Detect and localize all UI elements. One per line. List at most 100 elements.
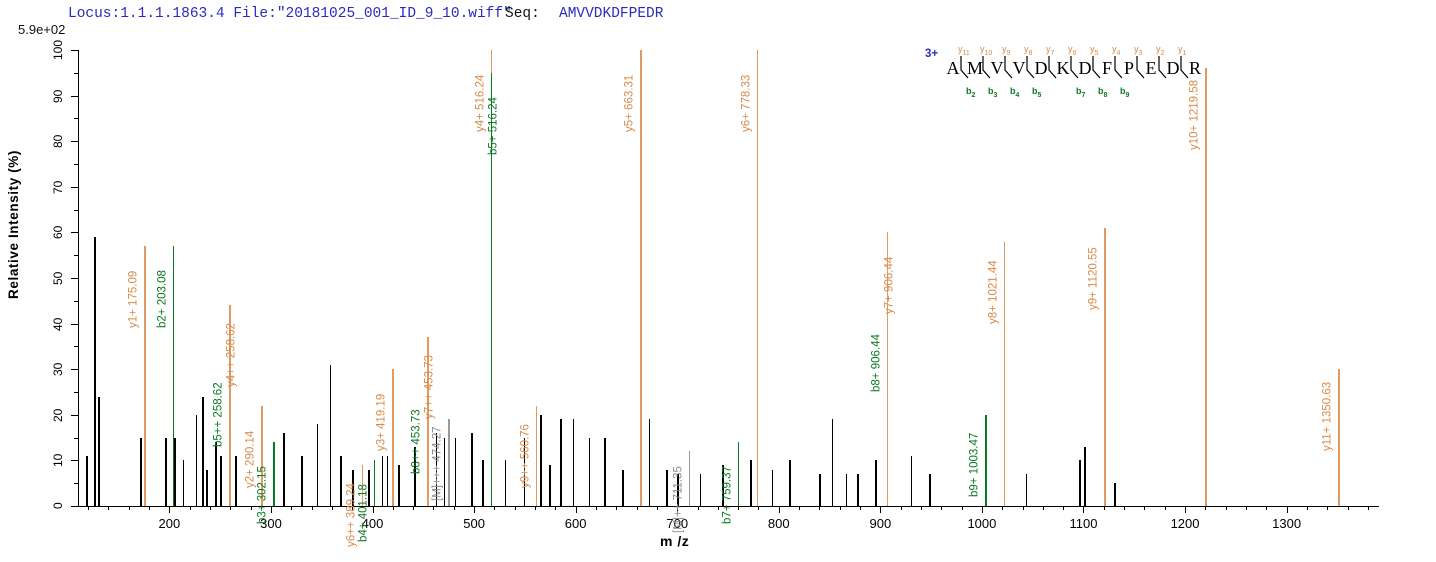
y-axis-tick-label: 100	[51, 39, 65, 60]
fragment-bracket	[960, 56, 969, 84]
y-axis-tick	[74, 164, 78, 165]
x-axis-tick-label: 1200	[1170, 516, 1200, 531]
x-axis-tick	[1164, 506, 1166, 510]
x-axis-tick	[1022, 506, 1024, 510]
x-axis-tick	[555, 506, 557, 510]
x-axis-tick	[819, 506, 821, 510]
sequence-residue: V	[1012, 58, 1026, 78]
spectrum-peak	[195, 414, 198, 506]
spectrum-peak	[750, 460, 752, 506]
peak-label: b5+ 516.24	[487, 96, 500, 155]
spectrum-peak	[721, 464, 724, 506]
sequence-residue: F	[1101, 58, 1112, 78]
spectrum-peak	[471, 433, 473, 506]
x-axis-tick	[839, 506, 841, 510]
x-axis-tick	[433, 506, 435, 510]
x-axis-tick	[189, 506, 191, 510]
y-ion-marker: y8	[1024, 44, 1033, 57]
sequence-residue: P	[1123, 58, 1134, 78]
peak-label: y11+ 1350.63	[1321, 382, 1334, 452]
spectrum-peak	[435, 433, 438, 506]
x-axis-tick	[210, 506, 212, 510]
spectrum-peak	[588, 437, 591, 506]
spectrum-peak	[139, 437, 142, 506]
spectrum-peak	[523, 437, 526, 506]
x-axis-tick-label: 900	[869, 516, 892, 531]
sequence-label: Seq:	[505, 6, 540, 22]
x-axis-tick	[88, 506, 90, 510]
x-axis-tick	[149, 506, 151, 510]
x-axis-tick	[1002, 506, 1004, 510]
y-axis-tick	[74, 255, 78, 257]
x-axis-tick	[1327, 506, 1329, 510]
spectrum-peak-labeled	[273, 442, 275, 506]
spectrum-peak	[1079, 460, 1081, 506]
y-axis-tick	[74, 209, 78, 211]
y-ion-marker: y9	[1002, 44, 1011, 57]
y-axis-tick	[74, 392, 78, 393]
spectrum-peak	[381, 455, 384, 506]
spectrum-peak	[368, 469, 371, 506]
y-axis-tick	[74, 346, 78, 348]
x-axis-tick	[352, 506, 354, 510]
peak-label: y2+ 290.14	[244, 430, 257, 488]
sequence-residue: K	[1056, 58, 1070, 78]
y-axis-tick	[71, 460, 78, 462]
y-axis-title: Relative Intensity (%)	[6, 150, 21, 299]
spectrum-peak	[666, 469, 668, 506]
x-axis-tick	[595, 506, 597, 510]
spectrum-peak-labeled	[361, 464, 364, 506]
y-ion-marker: y10	[980, 44, 993, 57]
fragment-bracket	[1136, 56, 1145, 84]
spectrum-peak	[845, 474, 848, 506]
x-axis-tick	[413, 506, 415, 510]
spectrum-peak	[875, 460, 877, 506]
x-axis-tick	[250, 506, 252, 510]
x-axis-tick	[961, 506, 963, 510]
peak-label: b5++ 258.62	[212, 382, 225, 447]
x-axis-tick-label: 600	[564, 516, 587, 531]
peak-label: b3+ 302.15	[256, 466, 269, 525]
y-axis-tick	[71, 186, 78, 188]
x-axis-tick-label: 400	[361, 516, 384, 531]
spectrum-peak-labeled	[756, 50, 759, 506]
x-axis-tick-label: 700	[666, 516, 689, 531]
spectrum-peak-labeled	[737, 442, 740, 506]
peak-label: y9++ 560.76	[519, 423, 532, 488]
x-axis-tick	[1245, 506, 1247, 510]
spectrum-peak	[819, 474, 821, 506]
spectrum-peak	[397, 464, 400, 506]
spectrum-peak	[98, 396, 100, 506]
peak-label: y5+ 663.31	[623, 74, 636, 132]
fragment-bracket	[1092, 56, 1101, 84]
x-axis-tick	[758, 506, 760, 510]
x-axis-tick	[291, 506, 293, 510]
y-axis-tick	[71, 50, 78, 51]
spectrum-peak	[482, 460, 484, 506]
x-axis-tick	[1042, 506, 1044, 510]
y-ion-marker: y7	[1046, 44, 1055, 57]
spectrum-peak-labeled	[1338, 369, 1340, 506]
peak-label: y6+ 778.33	[740, 74, 753, 132]
y-axis-tick-label: 60	[51, 225, 65, 240]
peak-label: b2+ 203.08	[156, 270, 169, 329]
x-axis-tick	[514, 506, 516, 510]
sequence-value: AMVVDKDFPEDR	[559, 6, 664, 22]
spectrum-peak	[771, 469, 774, 506]
spectrum-peak	[622, 469, 624, 506]
x-axis-tick	[920, 506, 922, 510]
b-ion-marker: b2	[966, 86, 976, 99]
x-axis-line: 200 300 400 500 600 700 800 900 1000 1100 1200 1300	[78, 506, 1379, 531]
y-axis-tick	[71, 323, 78, 325]
x-axis-tick	[1286, 506, 1288, 513]
spectrum-peak-labeled	[1104, 227, 1106, 506]
sequence-residue: E	[1145, 58, 1157, 78]
x-axis-tick-label: 500	[463, 516, 485, 531]
spectrum-peak-labeled	[228, 305, 231, 506]
x-axis-tick	[880, 506, 882, 513]
spectrum-peak-labeled	[688, 451, 691, 506]
spectrum-peak	[540, 414, 542, 506]
y-axis-tick	[71, 369, 78, 371]
x-axis-tick	[636, 506, 638, 510]
